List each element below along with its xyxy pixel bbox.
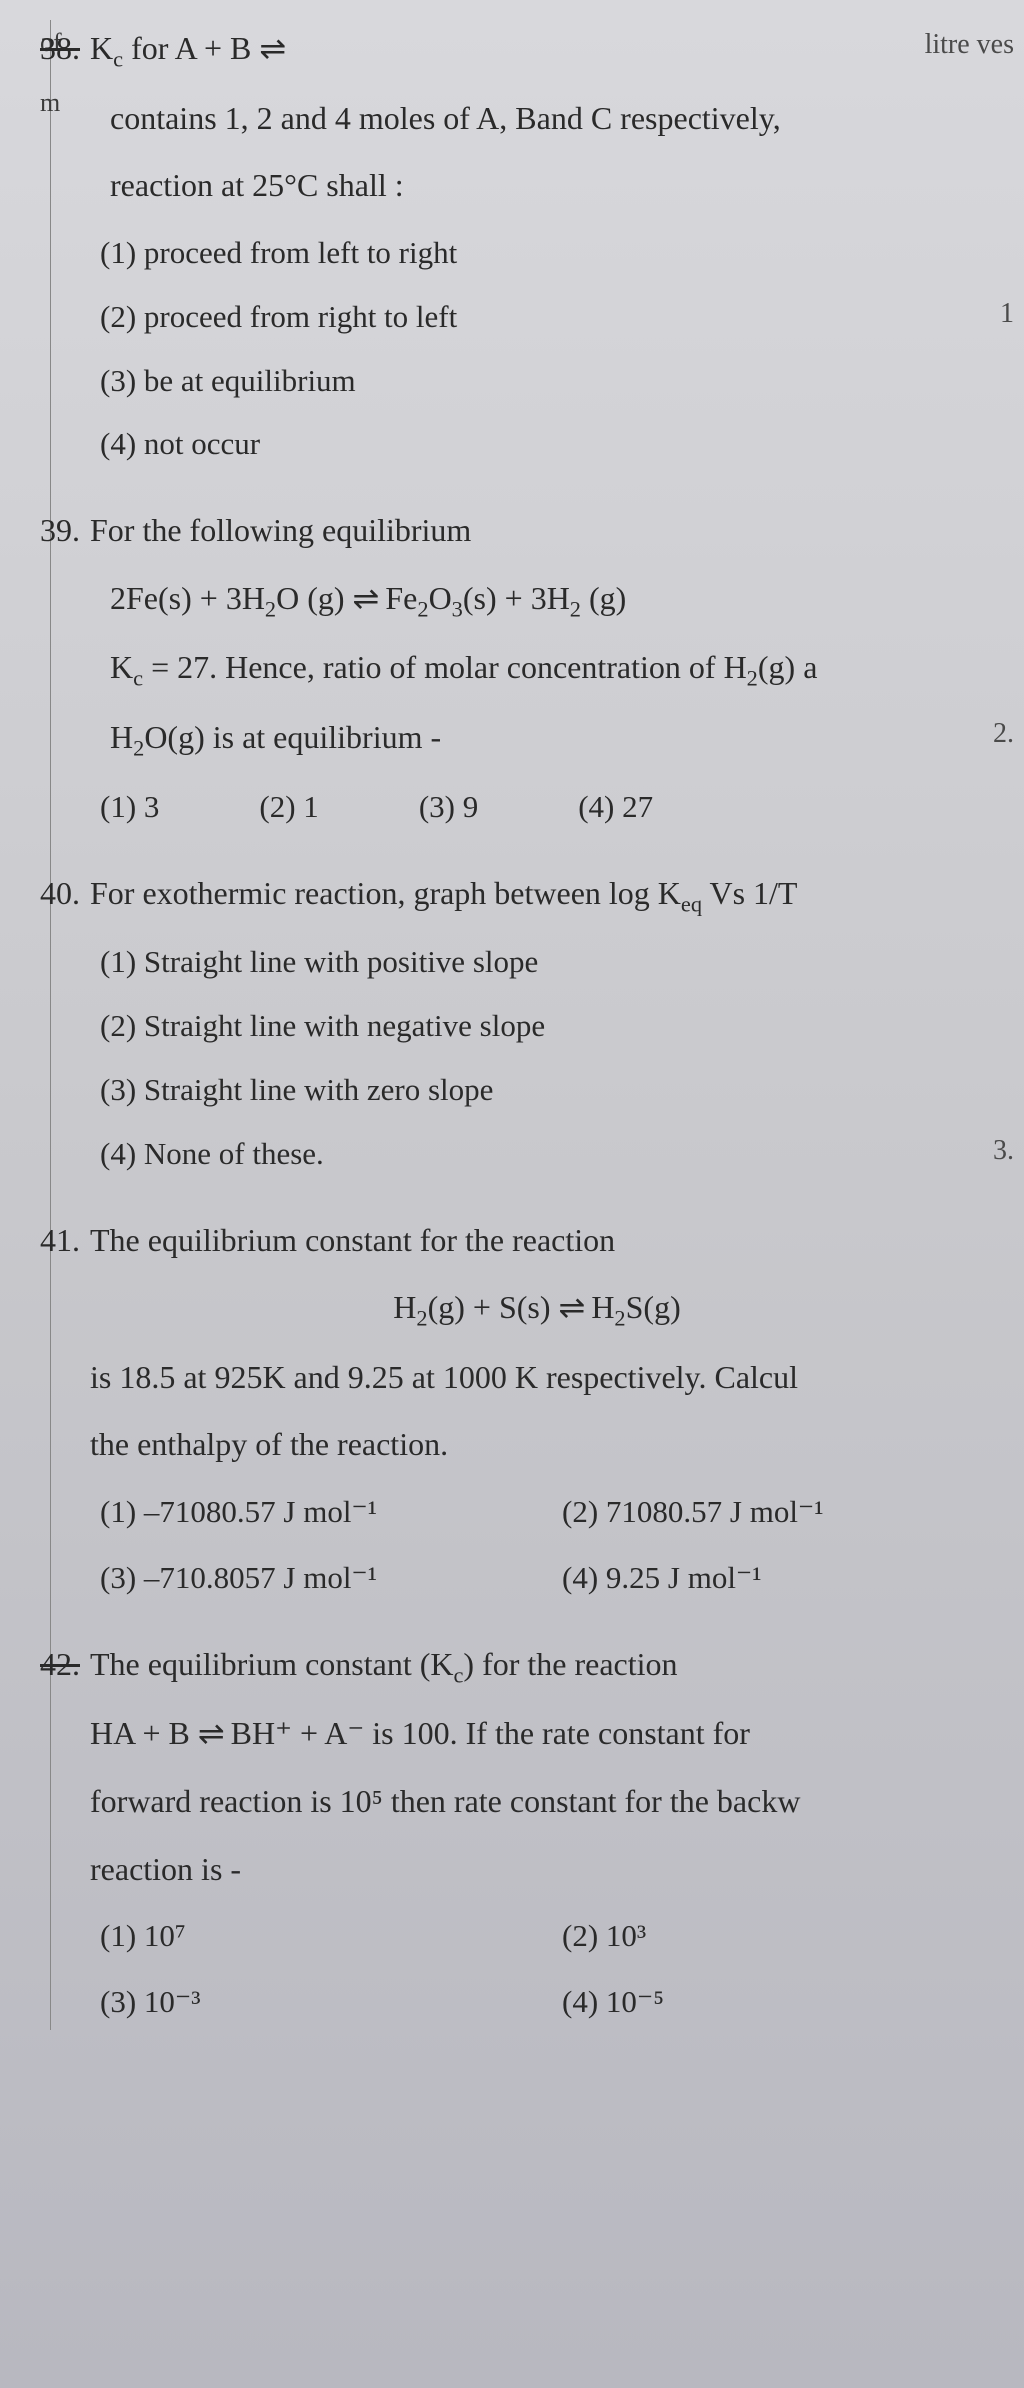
question-38: of 38. Kc for A + B ⇌ litre ves m contai… — [90, 20, 984, 472]
q42-opt1: (1) 10⁷ — [100, 1908, 522, 1964]
q39-opt1: (1) 3 — [100, 779, 159, 835]
q42-l2a: HA + B — [90, 1715, 190, 1751]
question-42: 42. The equilibrium constant (Kc) for th… — [90, 1636, 984, 2030]
q41-number: 41. — [40, 1212, 80, 1270]
q40-number: 40. — [40, 865, 80, 923]
q41-options: (1) –71080.57 J mol⁻¹ (2) 71080.57 J mol… — [100, 1484, 984, 1606]
question-41: 41. The equilibrium constant for the rea… — [90, 1212, 984, 1606]
q41-opt4: (4) 9.25 J mol⁻¹ — [562, 1550, 984, 1606]
q39-l4b: O(g) is at equilibrium - — [144, 719, 441, 755]
q39-edge: 2. — [993, 709, 1014, 759]
q42-line1: The equilibrium constant (Kc) for the re… — [90, 1636, 984, 1696]
q38-l1-pre: K — [90, 30, 113, 66]
q38-number: 38. — [40, 20, 80, 78]
q39-eq-r4: (g) — [581, 580, 626, 616]
q42-l2-arrow: ⇌ — [198, 1715, 223, 1751]
q42-number: 42. — [40, 1636, 80, 1694]
q38-line2: contains 1, 2 and 4 moles of A, Band C r… — [110, 90, 984, 148]
q39-eq-r3: (s) + 3H — [463, 580, 570, 616]
q40-l1a: For exothermic reaction, graph between l… — [90, 875, 681, 911]
q42-l2b: BH⁺ + A⁻ is 100. If the rate constant fo… — [231, 1715, 750, 1751]
q40-line1: For exothermic reaction, graph between l… — [90, 865, 984, 925]
q41-eq-r1: H — [591, 1289, 614, 1325]
q41-equation: H2(g) + S(s) ⇌ H2S(g) — [90, 1279, 984, 1339]
q38-opt3: (3) be at equilibrium — [100, 353, 984, 409]
q39-l3b: = 27. Hence, ratio of molar concentratio… — [143, 649, 747, 685]
q39-eq-sub2: 2 — [417, 596, 428, 621]
q39-eq-r1: Fe — [385, 580, 417, 616]
q39-eq-l2: O (g) — [276, 580, 344, 616]
q39-eq-arrow: ⇌ — [353, 580, 378, 616]
q42-options: (1) 10⁷ (2) 10³ (3) 10⁻³ (4) 10⁻⁵ — [100, 1908, 984, 2030]
q41-line4: the enthalpy of the reaction. — [90, 1416, 984, 1474]
q42-opt3: (3) 10⁻³ — [100, 1974, 522, 2030]
q39-eq-l: 2Fe(s) + 3H — [110, 580, 265, 616]
q39-line4: H2O(g) is at equilibrium - 2. — [110, 709, 984, 769]
q38-l1-sub: c — [113, 46, 123, 71]
q40-edge: 3. — [993, 1126, 1014, 1176]
q39-equation: 2Fe(s) + 3H2O (g) ⇌ Fe2O3(s) + 3H2 (g) — [110, 570, 984, 630]
q39-l4a: H — [110, 719, 133, 755]
q42-opt2: (2) 10³ — [562, 1908, 984, 1964]
q39-opt4: (4) 27 — [578, 779, 653, 835]
q41-opt3: (3) –710.8057 J mol⁻¹ — [100, 1550, 522, 1606]
q39-opt2: (2) 1 — [259, 779, 318, 835]
question-40: 40. For exothermic reaction, graph betwe… — [90, 865, 984, 1182]
q42-line2: HA + B ⇌ BH⁺ + A⁻ is 100. If the rate co… — [90, 1705, 984, 1763]
q41-eq-sub2: 2 — [614, 1306, 625, 1331]
q39-opt3: (3) 9 — [419, 779, 478, 835]
q38-line1: Kc for A + B ⇌ litre ves — [90, 20, 984, 80]
q40-opt3: (3) Straight line with zero slope — [100, 1062, 984, 1118]
q41-opt1: (1) –71080.57 J mol⁻¹ — [100, 1484, 522, 1540]
q39-eq-sub3: 3 — [452, 596, 463, 621]
q39-eq-sub1: 2 — [265, 596, 276, 621]
q38-opt1: (1) proceed from left to right — [100, 225, 984, 281]
q39-options: (1) 3 (2) 1 (3) 9 (4) 27 — [100, 779, 984, 835]
q41-eq-r2: S(g) — [626, 1289, 681, 1325]
q42-line4: reaction is - — [90, 1841, 984, 1899]
q39-line3: Kc = 27. Hence, ratio of molar concentra… — [110, 639, 984, 699]
q39-l3-sub2: 2 — [747, 666, 758, 691]
q39-l4-sub: 2 — [133, 736, 144, 761]
q41-eq-arrow: ⇌ — [559, 1289, 584, 1325]
q40-l1b: Vs 1/T — [702, 875, 797, 911]
q40-opt4: (4) None of these. 3. — [100, 1126, 984, 1182]
q38-line3: reaction at 25°C shall : — [110, 157, 984, 215]
margin-line — [50, 20, 51, 2030]
q42-line3: forward reaction is 10⁵ then rate consta… — [90, 1773, 984, 1831]
q38-edge1: litre ves — [925, 20, 1014, 70]
q39-l3a: K — [110, 649, 133, 685]
q39-eq-r2: O — [429, 580, 452, 616]
q41-line1: The equilibrium constant for the reactio… — [90, 1212, 984, 1270]
q39-eq-sub4: 2 — [570, 596, 581, 621]
q41-eq-l1: H — [393, 1289, 416, 1325]
q39-number: 39. — [40, 502, 80, 560]
q39-line1: For the following equilibrium — [90, 502, 984, 560]
q38-opt2-edge: 1 — [1000, 289, 1014, 339]
q41-line3: is 18.5 at 925K and 9.25 at 1000 K respe… — [90, 1349, 984, 1407]
q38-opt2-text: (2) proceed from right to left — [100, 299, 457, 334]
q41-eq-sub1: 2 — [416, 1306, 427, 1331]
q42-l1a: The equilibrium constant (K — [90, 1646, 453, 1682]
q38-opt4: (4) not occur — [100, 416, 984, 472]
q42-sub-c: c — [453, 1662, 463, 1687]
q41-opt2: (2) 71080.57 J mol⁻¹ — [562, 1484, 984, 1540]
q41-eq-l2: (g) + S(s) — [428, 1289, 551, 1325]
margin-m: m — [40, 80, 60, 127]
q39-l3c: (g) a — [758, 649, 818, 685]
q42-opt4: (4) 10⁻⁵ — [562, 1974, 984, 2030]
q40-opt4-text: (4) None of these. — [100, 1136, 324, 1171]
question-39: 39. For the following equilibrium 2Fe(s)… — [90, 502, 984, 835]
q40-opt1: (1) Straight line with positive slope — [100, 934, 984, 990]
q42-l1b: ) for the reaction — [463, 1646, 677, 1682]
page-container: of 38. Kc for A + B ⇌ litre ves m contai… — [40, 20, 984, 2030]
q40-sub-eq: eq — [681, 891, 702, 916]
q39-l3-sub: c — [133, 666, 143, 691]
q38-l1-post: for A + B ⇌ — [123, 30, 286, 66]
q40-opt2: (2) Straight line with negative slope — [100, 998, 984, 1054]
q38-opt2: (2) proceed from right to left 1 — [100, 289, 984, 345]
